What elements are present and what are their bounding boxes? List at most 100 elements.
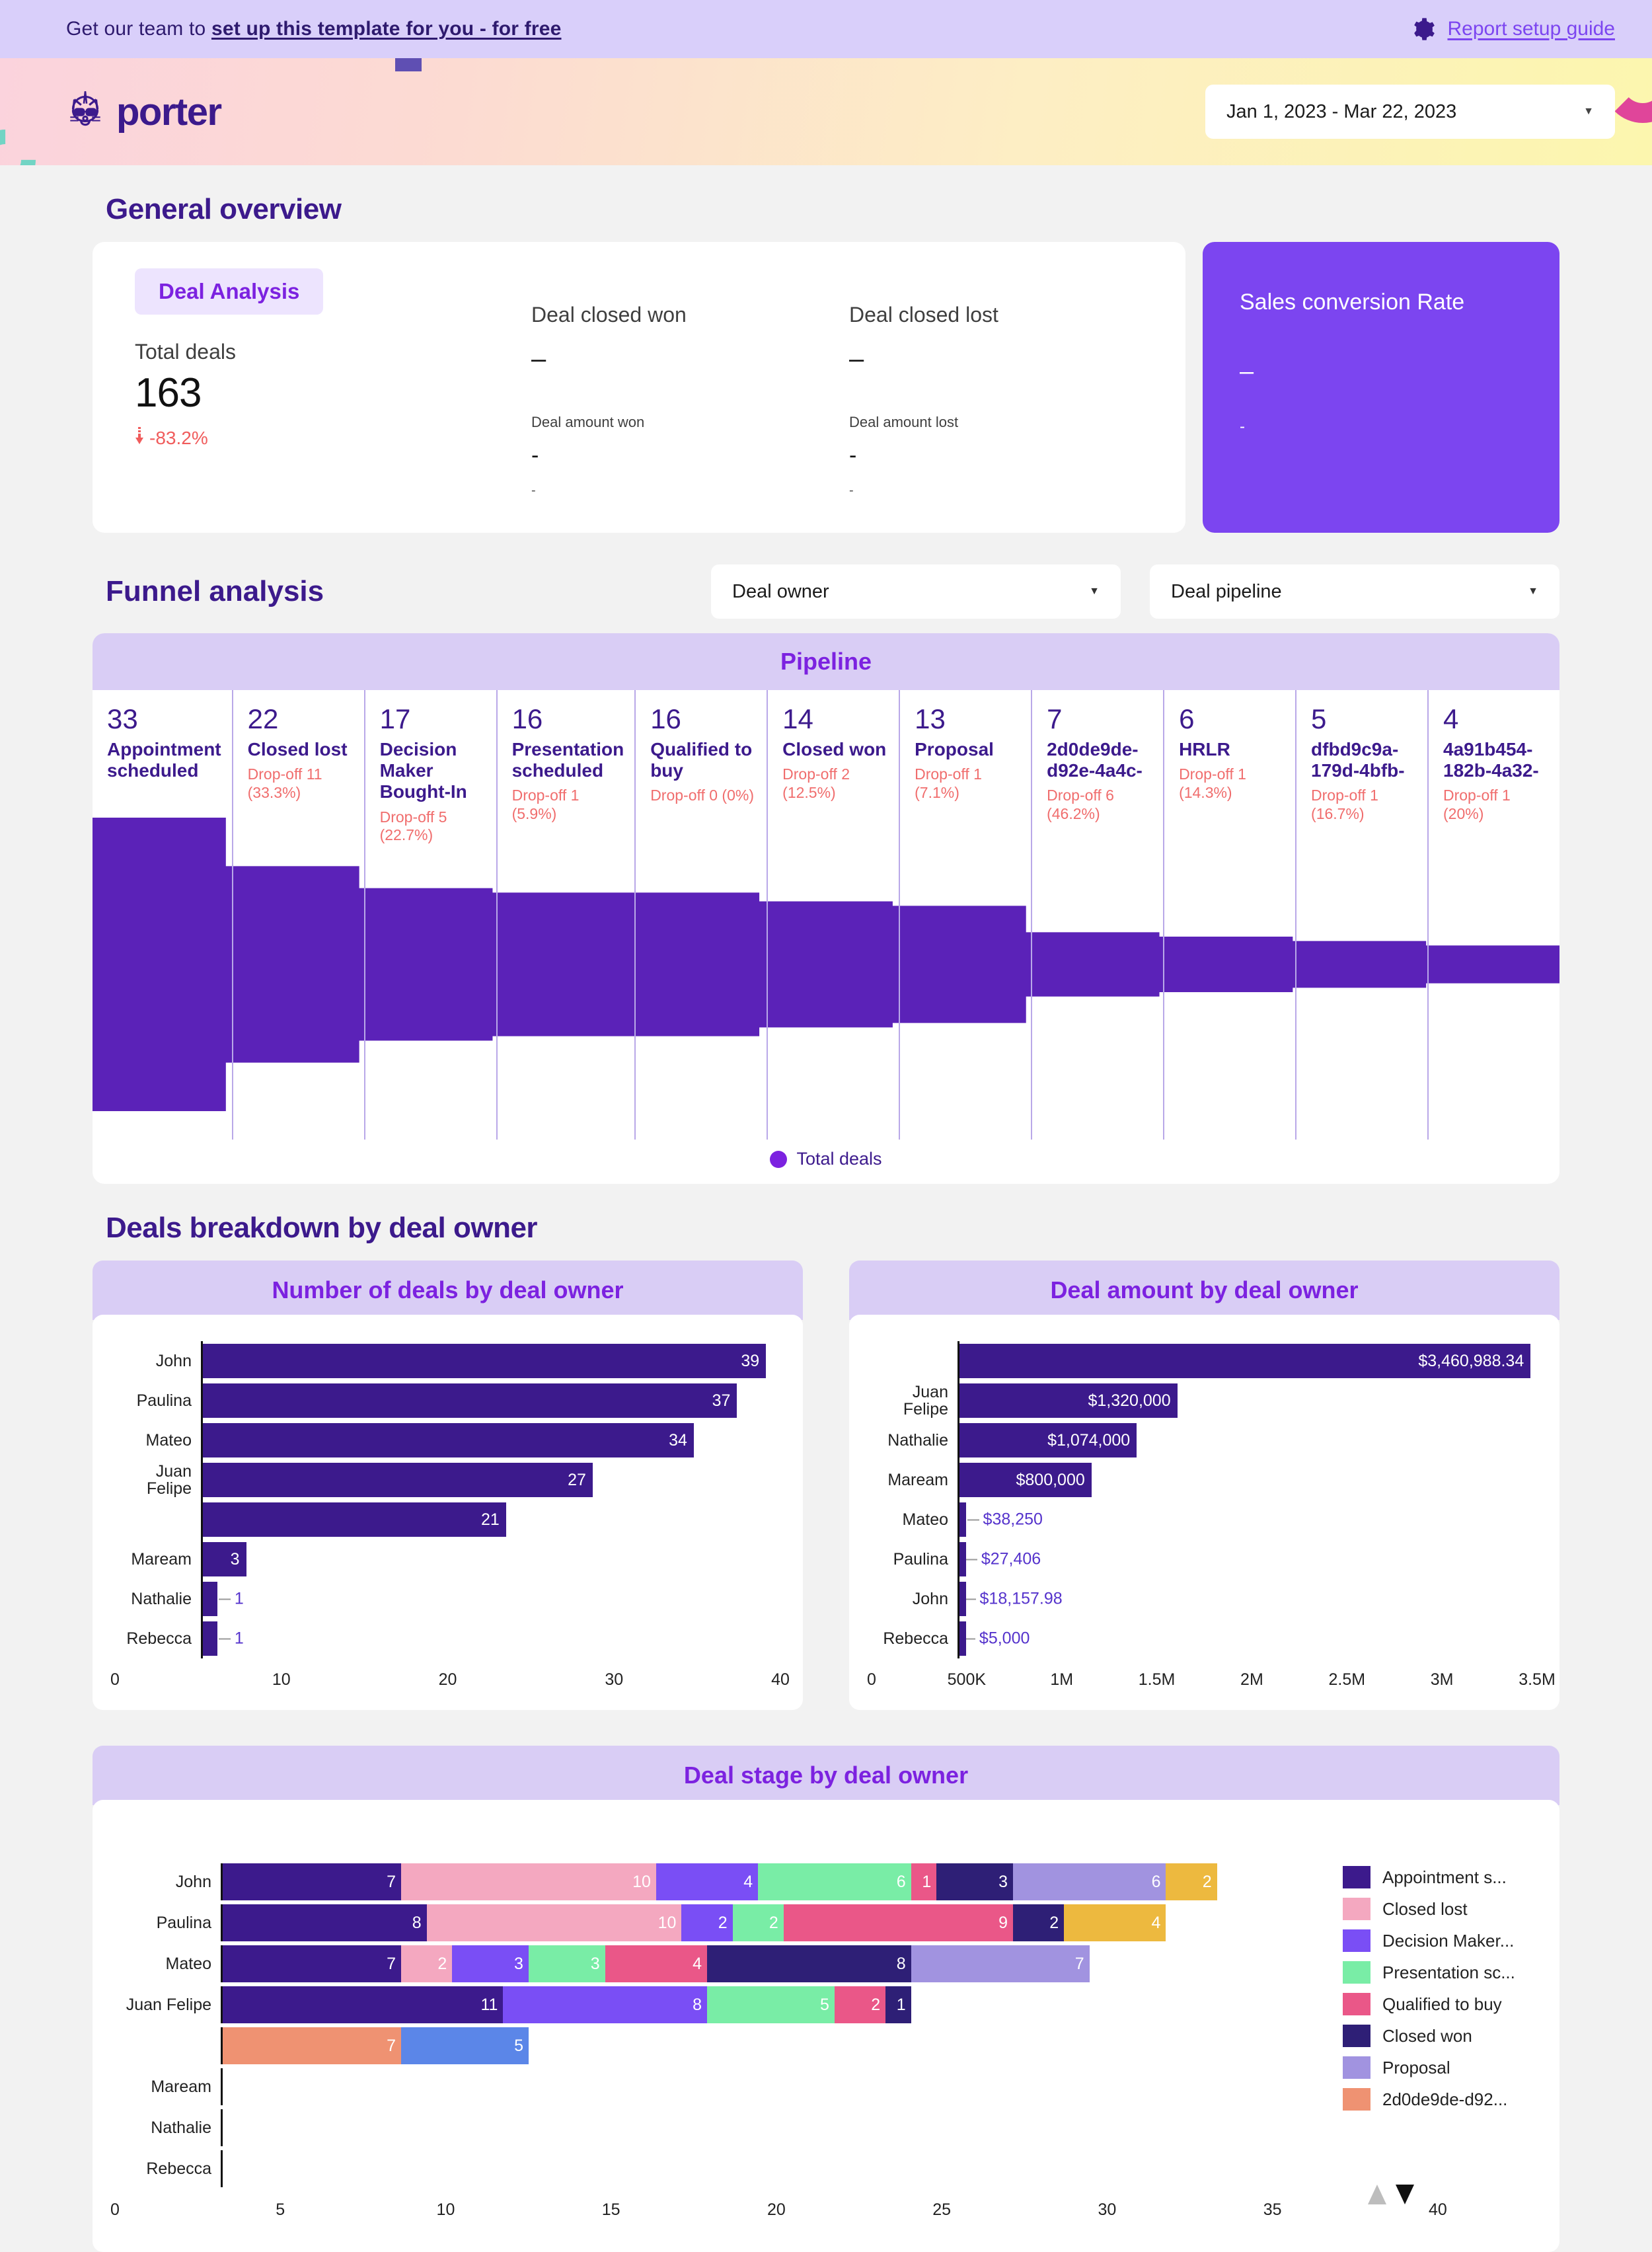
bar-fill[interactable]: 21 <box>203 1502 506 1537</box>
bar-track: $800,000 <box>957 1460 1537 1500</box>
bar-fill[interactable]: 3 <box>203 1542 246 1576</box>
legend-item[interactable]: Closed lost <box>1343 1898 1537 1920</box>
stacked-bar-segment[interactable]: 7 <box>223 1945 402 1982</box>
stacked-bar-segment[interactable]: 4 <box>1064 1904 1166 1941</box>
bar-fill[interactable]: 27 <box>203 1463 593 1497</box>
legend-item[interactable]: Qualified to buy <box>1343 1993 1537 2015</box>
stacked-bar-segment[interactable]: 8 <box>503 1986 708 2023</box>
bar-fill[interactable] <box>959 1621 966 1656</box>
stacked-bar-segment[interactable]: 6 <box>1012 1863 1166 1900</box>
stacked-segment-value: 7 <box>1074 1954 1084 1973</box>
funnel-filters: Deal owner ▼ Deal pipeline ▼ <box>711 564 1559 619</box>
stacked-bar-segment[interactable]: 6 <box>758 1863 911 1900</box>
stacked-segment-value: 5 <box>820 1995 829 2014</box>
triangle-up-icon[interactable] <box>1368 2185 1386 2204</box>
stacked-bar-segment[interactable]: 2 <box>834 1986 886 2023</box>
stacked-bar-segment[interactable]: 3 <box>936 1863 1013 1900</box>
stacked-segment-value: 4 <box>693 1954 702 1973</box>
bar-fill[interactable]: $3,460,988.34 <box>959 1344 1531 1378</box>
stacked-bar-segment[interactable]: 3 <box>452 1945 529 1982</box>
legend-item-label: Decision Maker... <box>1382 1930 1515 1951</box>
stacked-bar-segment[interactable]: 11 <box>223 1986 504 2023</box>
stacked-bar-segment[interactable]: 1 <box>885 1986 911 2023</box>
bar-fill[interactable]: 34 <box>203 1423 694 1457</box>
stacked-bar-segment[interactable]: 8 <box>707 1945 911 1982</box>
legend-item[interactable]: 2d0de9de-d92... <box>1343 2088 1537 2111</box>
stacked-bar-segment[interactable]: 2 <box>732 1904 784 1941</box>
deal-stage-legend: Appointment s... Closed lost Decision Make… <box>1319 1863 1537 2191</box>
setup-template-link[interactable]: set up this template for you - for free <box>211 18 562 40</box>
bar-track: $1,074,000 <box>957 1420 1537 1460</box>
bar-fill[interactable]: 39 <box>203 1344 767 1378</box>
bar-row-label: Nathalie <box>131 1589 192 1608</box>
stacked-bar-segment[interactable]: 10 <box>426 1904 682 1941</box>
report-setup-guide-link[interactable]: Report setup guide <box>1447 18 1615 40</box>
brand-logo[interactable]: porter <box>63 89 222 136</box>
funnel-stage-value: 22 <box>247 703 279 734</box>
legend-scroll-arrows[interactable] <box>1368 2185 1414 2204</box>
triangle-down-icon[interactable] <box>1396 2185 1414 2204</box>
stacked-bar-segment[interactable]: 5 <box>707 1986 835 2023</box>
deal-analysis-pill[interactable]: Deal Analysis <box>135 268 324 315</box>
bar-fill[interactable] <box>959 1582 966 1616</box>
legend-item[interactable]: Proposal <box>1343 2056 1537 2079</box>
date-range-selector[interactable]: Jan 1, 2023 - Mar 22, 2023 ▼ <box>1205 85 1615 139</box>
stacked-bar-segment[interactable]: 4 <box>656 1863 759 1900</box>
stacked-bar-segment[interactable]: 2 <box>681 1904 733 1941</box>
stacked-bar-segment[interactable]: 1 <box>911 1863 937 1900</box>
deal-stage-chart-card: Deal stage by deal owner John 7 10 4 6 1 3 6 2 Pa… <box>93 1746 1559 2252</box>
funnel-stage[interactable]: 22 Closed lost Drop-off 11 (33.3%) <box>233 690 365 1140</box>
funnel-stage[interactable]: 7 2d0de9de-d92e-4a4c- Drop-off 6 (46.2%) <box>1032 690 1165 1140</box>
legend-item[interactable]: Closed won <box>1343 2025 1537 2047</box>
bar-fill[interactable] <box>959 1542 966 1576</box>
bar-fill[interactable]: $800,000 <box>959 1463 1092 1497</box>
stacked-bar-segment[interactable]: 9 <box>783 1904 1013 1941</box>
axis-tick-label: 10 <box>272 1670 291 1689</box>
stacked-segment-value: 2 <box>1202 1872 1212 1891</box>
funnel-stage[interactable]: 6 HRLR Drop-off 1 (14.3%) <box>1164 690 1297 1140</box>
bar-fill[interactable] <box>959 1502 966 1537</box>
funnel-stage-name: Presentation scheduled <box>511 739 624 781</box>
funnel-stage[interactable]: 14 Closed won Drop-off 2 (12.5%) <box>768 690 901 1140</box>
stacked-bar-segment[interactable]: 7 <box>223 1863 402 1900</box>
stacked-bar-segment[interactable]: 5 <box>401 2027 529 2064</box>
legend-item[interactable]: Decision Maker... <box>1343 1929 1537 1952</box>
deal-closed-won-label: Deal closed won <box>531 303 687 327</box>
bar-fill[interactable]: $1,074,000 <box>959 1423 1137 1457</box>
stacked-bar-track <box>221 2109 1319 2146</box>
funnel-stage[interactable]: 33 Appointment scheduled <box>93 690 233 1140</box>
stacked-bar-segment[interactable]: 2 <box>401 1945 453 1982</box>
axis-tick-label: 35 <box>1263 2200 1282 2219</box>
stacked-bar-segment[interactable]: 2 <box>1012 1904 1065 1941</box>
funnel-stage-name: Closed won <box>782 739 887 760</box>
funnel-stage[interactable]: 16 Qualified to buy Drop-off 0 (0%) <box>636 690 769 1140</box>
deal-amount-won-value: - <box>531 443 539 468</box>
total-deals-label: Total deals <box>135 340 236 364</box>
bar-fill[interactable]: $1,320,000 <box>959 1383 1178 1418</box>
bar-fill[interactable]: 37 <box>203 1383 737 1418</box>
bar-track: 39 <box>201 1341 780 1381</box>
date-range-value: Jan 1, 2023 - Mar 22, 2023 <box>1226 100 1457 122</box>
stacked-bar-segment[interactable]: 4 <box>605 1945 707 1982</box>
funnel-stage[interactable]: 17 Decision Maker Bought-In Drop-off 5 (22… <box>365 690 498 1140</box>
funnel-stage[interactable]: 16 Presentation scheduled Drop-off 1 (5.9%… <box>498 690 636 1140</box>
stacked-bar-segment[interactable]: 2 <box>1166 1863 1217 1900</box>
deal-pipeline-filter[interactable]: Deal pipeline ▼ <box>1150 564 1559 619</box>
funnel-stage[interactable]: 5 dfbd9c9a-179d-4bfb- Drop-off 1 (16.7%) <box>1296 690 1429 1140</box>
stacked-bar-segment[interactable]: 7 <box>911 1945 1090 1982</box>
bar-fill[interactable] <box>203 1621 217 1656</box>
funnel-stage[interactable]: 4 4a91b454-182b-4a32- Drop-off 1 (20%) <box>1429 690 1559 1140</box>
bar-fill[interactable] <box>203 1582 217 1616</box>
deal-amount-won-label: Deal amount won <box>531 414 645 430</box>
stacked-bar-row: John 7 10 4 6 1 3 6 2 <box>115 1863 1319 1900</box>
total-deals-delta: -83.2% <box>135 427 518 449</box>
stacked-bar-segment[interactable]: 10 <box>401 1863 656 1900</box>
funnel-stage-columns: 33 Appointment scheduled 22 Closed lost Drop… <box>93 690 1559 1140</box>
stacked-bar-segment[interactable]: 8 <box>223 1904 427 1941</box>
stacked-bar-segment[interactable]: 3 <box>528 1945 605 1982</box>
legend-item[interactable]: Presentation sc... <box>1343 1961 1537 1984</box>
funnel-stage[interactable]: 13 Proposal Drop-off 1 (7.1%) <box>900 690 1033 1140</box>
legend-item[interactable]: Appointment s... <box>1343 1866 1537 1888</box>
stacked-bar-segment[interactable]: 7 <box>223 2027 402 2064</box>
deal-owner-filter[interactable]: Deal owner ▼ <box>711 564 1121 619</box>
